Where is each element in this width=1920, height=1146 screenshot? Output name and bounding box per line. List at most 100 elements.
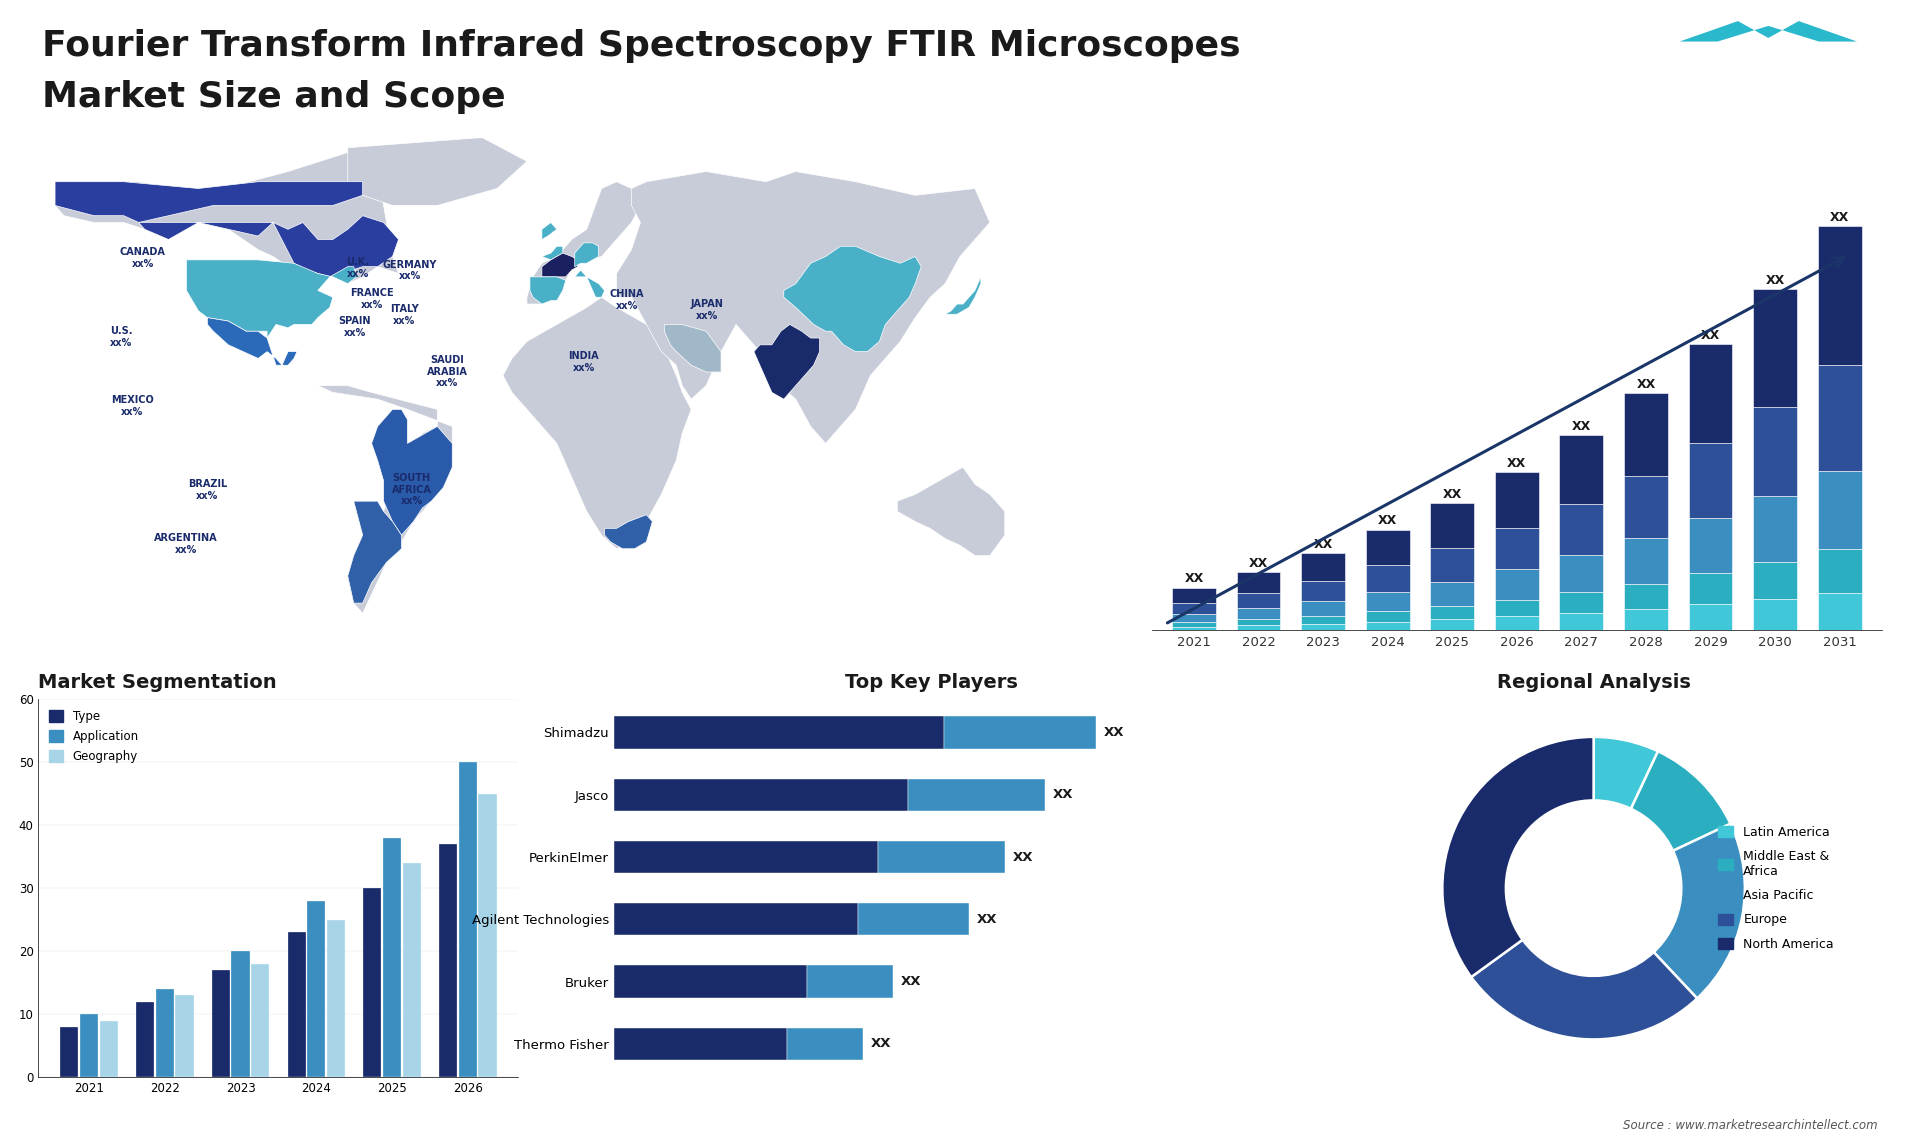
Text: XX: XX [1701,329,1720,342]
Text: Market Size and Scope: Market Size and Scope [42,80,505,115]
Bar [1430,548,1475,581]
Bar [252,964,269,1077]
Text: ITALY
xx%: ITALY xx% [390,304,419,325]
Text: INDIA
xx%: INDIA xx% [568,351,599,372]
Text: JAPAN
xx%: JAPAN xx% [691,299,724,321]
Wedge shape [1653,824,1745,998]
Text: Fourier Transform Infrared Spectroscopy FTIR Microscopes: Fourier Transform Infrared Spectroscopy … [42,29,1240,63]
Bar [1818,549,1862,592]
Bar [1236,572,1281,592]
Bar [1753,562,1797,599]
Bar [1171,588,1215,603]
Bar [1302,623,1346,630]
Text: XX: XX [1830,211,1849,223]
Polygon shape [605,515,653,549]
Text: XX: XX [1442,488,1461,501]
Bar [175,995,194,1077]
Bar [307,901,324,1077]
Bar [1818,471,1862,549]
Bar [1496,617,1538,630]
Bar [1818,366,1862,471]
Polygon shape [574,270,605,297]
Bar [1365,529,1409,565]
Bar [211,970,230,1077]
Bar [1171,603,1215,614]
Bar [1496,472,1538,527]
Bar [1236,619,1281,626]
Bar [858,903,970,935]
Bar [1624,476,1668,537]
Polygon shape [945,277,981,314]
Text: XX: XX [1379,515,1398,527]
Text: MEXICO
xx%: MEXICO xx% [111,395,154,417]
Bar [1365,591,1409,611]
Bar [614,778,908,811]
Bar [1688,518,1732,573]
Bar [403,863,420,1077]
Bar [1688,604,1732,630]
Text: XX: XX [1572,419,1592,433]
Polygon shape [783,246,922,352]
Bar [1430,581,1475,606]
Text: ARGENTINA
xx%: ARGENTINA xx% [154,533,217,555]
Bar [1496,527,1538,570]
Text: Source : www.marketresearchintellect.com: Source : www.marketresearchintellect.com [1622,1120,1878,1132]
Bar [1171,627,1215,630]
Bar [1302,554,1346,581]
Text: XX: XX [1104,725,1123,739]
Title: Top Key Players: Top Key Players [845,673,1018,692]
Legend: Type, Application, Geography: Type, Application, Geography [44,705,144,768]
Polygon shape [56,148,399,284]
Bar [1753,496,1797,562]
Text: XX: XX [900,975,922,988]
Polygon shape [541,222,557,240]
Bar [1688,344,1732,444]
Text: CANADA
xx%: CANADA xx% [119,248,165,269]
Text: U.S.
xx%: U.S. xx% [109,327,132,348]
Bar [1430,619,1475,630]
Bar [440,843,457,1077]
Bar [100,1020,117,1077]
Polygon shape [503,297,691,549]
Text: SPAIN
xx%: SPAIN xx% [338,316,371,338]
Bar [459,762,476,1077]
Bar [806,965,893,998]
Bar [1236,592,1281,609]
Text: BRAZIL
xx%: BRAZIL xx% [188,479,227,501]
Bar [1496,570,1538,599]
Text: XX: XX [1507,456,1526,470]
Wedge shape [1471,940,1697,1039]
Polygon shape [616,172,991,444]
Text: XX: XX [1766,274,1786,286]
Legend: Latin America, Middle East &
Africa, Asia Pacific, Europe, North America: Latin America, Middle East & Africa, Asi… [1713,821,1839,956]
Text: Market Segmentation: Market Segmentation [38,673,276,692]
Bar [1236,609,1281,619]
Wedge shape [1442,737,1594,978]
Text: XX: XX [1185,572,1204,586]
Bar [1430,606,1475,619]
Bar [1365,611,1409,622]
Polygon shape [574,243,599,267]
Polygon shape [348,501,401,603]
Bar [1171,614,1215,622]
Polygon shape [138,215,399,277]
Bar [81,1014,98,1077]
Text: SAUDI
ARABIA
xx%: SAUDI ARABIA xx% [426,355,468,388]
Bar [1559,613,1603,630]
Bar [1624,393,1668,476]
Text: XX: XX [1052,788,1073,801]
Polygon shape [207,317,298,366]
Polygon shape [526,182,641,304]
Bar [1496,599,1538,617]
Polygon shape [530,277,566,304]
Text: XX: XX [1313,537,1332,551]
Polygon shape [755,324,820,399]
Bar [288,933,305,1077]
Bar [614,965,806,998]
Bar [326,919,346,1077]
Bar [945,716,1096,748]
Title: Regional Analysis: Regional Analysis [1498,673,1690,692]
Text: MARKET
RESEARCH
INTELLECT: MARKET RESEARCH INTELLECT [1741,60,1795,92]
Bar [1302,581,1346,601]
Bar [1753,289,1797,407]
